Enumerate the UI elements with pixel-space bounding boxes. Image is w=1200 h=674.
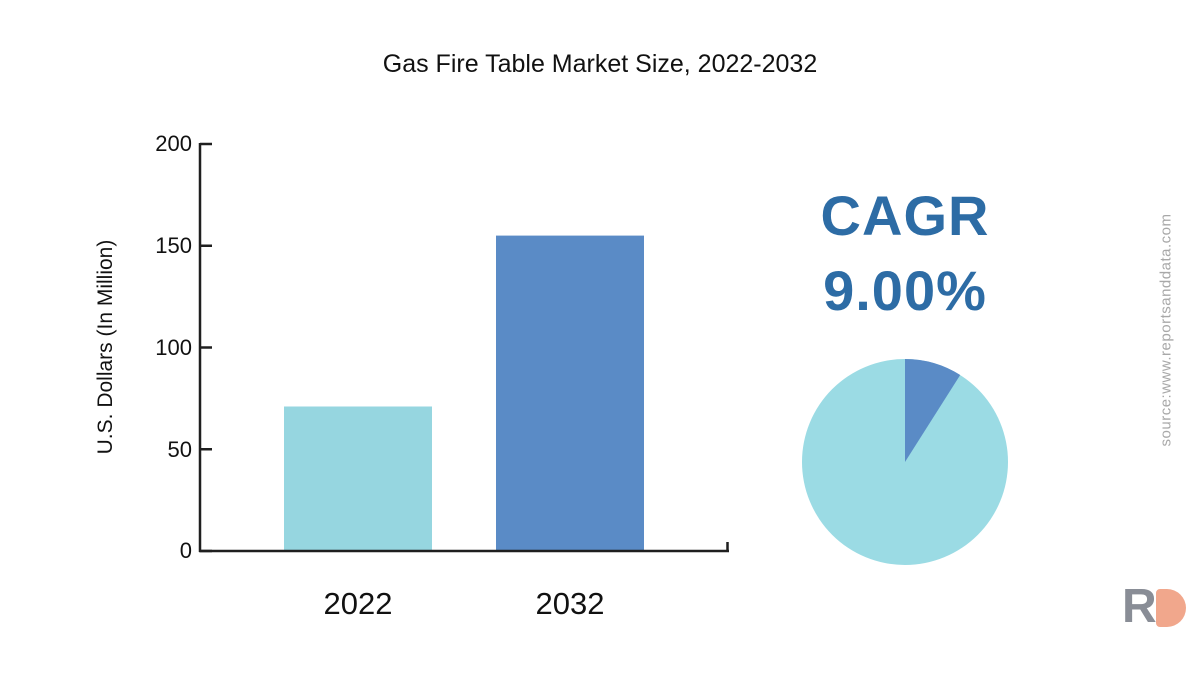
bar-2032 [496,235,644,551]
cagr-label: CAGR [820,184,990,247]
source-attribution: source:www.reportsanddata.com [1157,213,1175,447]
y-axis-tick-marks [200,142,212,553]
bar-series-group [284,235,644,551]
x-tick-label-2032: 2032 [535,586,605,621]
pie-slice-cagr [905,358,961,462]
y-tick-label-200: 200 [155,131,192,156]
x-tick-label-2022: 2022 [323,586,393,621]
cagr-callout: CAGR 9.00% [821,178,990,328]
y-tick-label-100: 100 [155,335,192,360]
y-tick-label-0: 0 [179,538,192,563]
pie-chart [802,358,1008,565]
logo-letter-r: R [1122,580,1157,633]
chart-title: Gas Fire Table Market Size, 2022-2032 [382,50,818,78]
cagr-value: 9.00% [823,259,987,322]
bar-2022 [284,406,432,551]
reportsanddata-logo: R [1122,580,1186,633]
logo-d-shape [1155,589,1186,627]
y-tick-label-150: 150 [155,233,192,258]
y-tick-label-50: 50 [167,437,192,462]
